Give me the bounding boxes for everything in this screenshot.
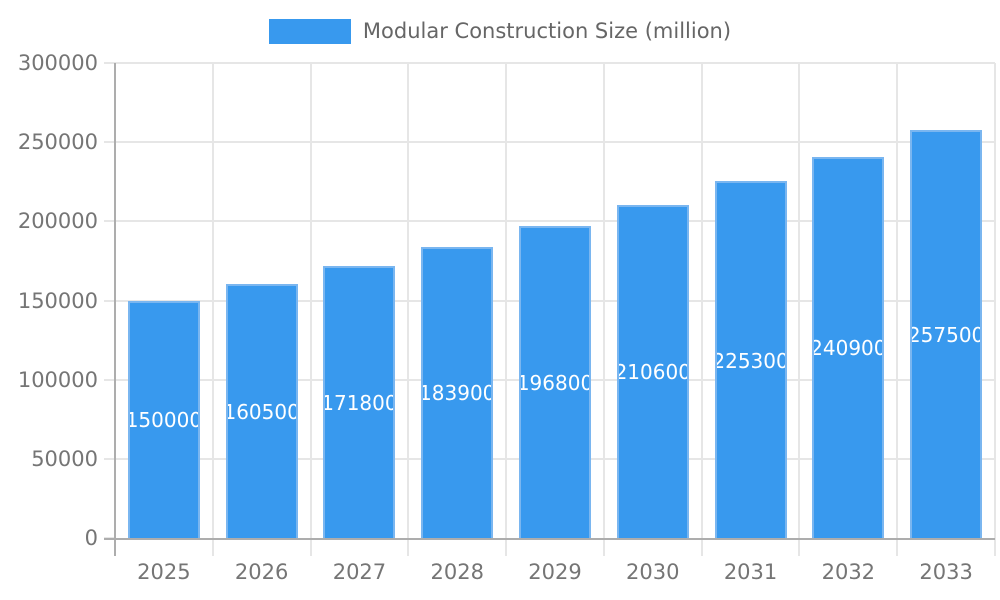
y-tick-label: 100000 xyxy=(17,367,98,392)
bar[interactable]: 257500 xyxy=(910,130,983,538)
bar-value-label: 183900 xyxy=(421,381,494,406)
bar-value-label: 210600 xyxy=(616,360,689,385)
y-tick-label: 0 xyxy=(84,526,98,550)
bar[interactable]: 171800 xyxy=(323,265,396,538)
y-gridline xyxy=(115,220,995,223)
bar[interactable]: 150000 xyxy=(127,300,200,538)
bar[interactable]: 196800 xyxy=(519,226,591,538)
bar-value-label: 257500 xyxy=(910,323,983,348)
x-gridline xyxy=(798,63,801,556)
bar[interactable]: 240900 xyxy=(812,156,885,538)
bar[interactable]: 225300 xyxy=(714,181,787,538)
y-tick xyxy=(104,299,115,302)
x-gridline xyxy=(309,63,312,556)
y-gridline xyxy=(115,62,995,64)
x-tick-label: 2033 xyxy=(919,560,973,584)
x-tick-label: 2029 xyxy=(528,560,582,584)
legend-swatch xyxy=(268,18,351,44)
x-gridline xyxy=(211,63,214,556)
y-tick-label: 300000 xyxy=(17,51,98,75)
bar-value-label: 240900 xyxy=(812,336,885,361)
x-axis-line xyxy=(104,538,995,540)
x-gridline xyxy=(505,63,508,556)
legend-label: Modular Construction Size (million) xyxy=(362,18,732,43)
bar-value-label: 171800 xyxy=(323,390,396,415)
bar[interactable]: 210600 xyxy=(616,204,689,538)
y-tick xyxy=(104,141,115,144)
y-tick xyxy=(104,457,115,460)
y-tick-label: 250000 xyxy=(17,130,98,155)
x-tick-label: 2027 xyxy=(332,560,387,584)
bar-value-label: 160500 xyxy=(225,399,298,424)
x-tick-label: 2030 xyxy=(626,560,680,584)
bar-value-label: 150000 xyxy=(127,408,200,433)
x-tick-label: 2032 xyxy=(821,560,876,584)
y-axis-line xyxy=(114,63,116,556)
bar[interactable]: 160500 xyxy=(225,283,298,538)
x-gridline xyxy=(994,63,996,556)
y-tick xyxy=(104,62,115,64)
y-gridline xyxy=(115,141,995,144)
x-gridline xyxy=(700,63,703,556)
y-tick xyxy=(104,220,115,223)
bar[interactable]: 183900 xyxy=(421,246,494,538)
y-tick-label: 150000 xyxy=(17,288,98,313)
y-tick xyxy=(104,378,115,381)
legend[interactable]: Modular Construction Size (million) xyxy=(0,18,1000,44)
x-tick-label: 2026 xyxy=(234,560,289,584)
x-tick-label: 2025 xyxy=(137,560,191,584)
x-tick-label: 2031 xyxy=(723,560,778,584)
x-tick-label: 2028 xyxy=(430,560,484,584)
bar-value-label: 196800 xyxy=(519,371,591,396)
bar-value-label: 225300 xyxy=(714,348,787,373)
x-gridline xyxy=(896,63,899,556)
y-tick-label: 50000 xyxy=(31,446,98,471)
y-tick-label: 200000 xyxy=(17,209,98,234)
x-gridline xyxy=(407,63,410,556)
x-gridline xyxy=(602,63,605,556)
